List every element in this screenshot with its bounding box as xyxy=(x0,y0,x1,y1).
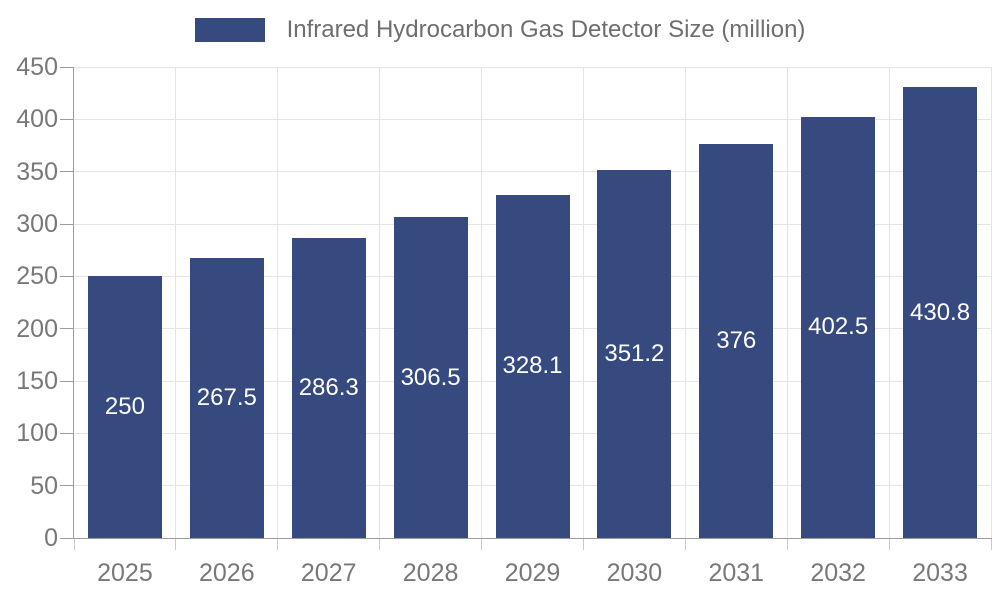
x-axis-tick xyxy=(277,538,279,550)
x-axis-label: 2031 xyxy=(708,559,765,587)
x-axis-tick xyxy=(888,538,890,550)
y-axis-label: 50 xyxy=(30,471,58,500)
y-axis-label: 100 xyxy=(16,419,58,448)
bar-value-label: 267.5 xyxy=(196,384,257,411)
bar-2031[interactable]: 376 xyxy=(699,144,774,538)
x-axis-line xyxy=(74,538,992,539)
gridline-vertical xyxy=(481,67,483,538)
y-axis-line xyxy=(73,67,74,538)
x-axis-tick xyxy=(786,538,788,550)
legend: Infrared Hydrocarbon Gas Detector Size (… xyxy=(0,16,1000,44)
legend-item[interactable]: Infrared Hydrocarbon Gas Detector Size (… xyxy=(194,16,806,44)
x-axis-label: 2032 xyxy=(810,559,866,587)
x-axis-tick xyxy=(73,538,75,550)
y-axis-label: 350 xyxy=(16,157,58,186)
x-axis-tick xyxy=(684,538,686,550)
x-axis-tick xyxy=(582,538,584,550)
gridline-vertical xyxy=(684,67,686,538)
y-axis-label: 200 xyxy=(16,314,58,343)
y-axis-tick xyxy=(60,328,74,330)
x-axis-label: 2027 xyxy=(300,559,357,587)
bar-value-label: 286.3 xyxy=(298,374,359,402)
bar-2029[interactable]: 328.1 xyxy=(495,194,570,538)
legend-label: Infrared Hydrocarbon Gas Detector Size (… xyxy=(286,16,806,43)
y-axis-tick xyxy=(60,432,74,434)
y-axis-tick xyxy=(60,118,74,120)
gridline-vertical xyxy=(175,67,177,538)
x-axis-tick xyxy=(379,538,381,550)
gridline-vertical xyxy=(786,67,788,538)
gridline-vertical xyxy=(582,67,584,538)
x-axis-label: 2026 xyxy=(199,559,255,587)
bar-value-label: 402.5 xyxy=(808,313,869,341)
bar-2033[interactable]: 430.8 xyxy=(903,87,978,538)
y-axis-tick xyxy=(60,171,74,173)
x-axis-tick xyxy=(175,538,177,550)
bar-2028[interactable]: 306.5 xyxy=(393,217,468,538)
bar-2032[interactable]: 402.5 xyxy=(801,116,876,538)
gridline-vertical xyxy=(888,67,890,538)
gridline-vertical xyxy=(277,67,279,538)
y-axis-label: 450 xyxy=(16,53,58,81)
bar-value-label: 376 xyxy=(716,327,757,355)
y-axis-tick xyxy=(60,223,74,225)
bar-value-label: 306.5 xyxy=(400,363,461,391)
x-axis-label: 2030 xyxy=(606,559,663,587)
x-axis-label: 2025 xyxy=(97,559,153,587)
bar-2027[interactable]: 286.3 xyxy=(291,238,366,538)
x-axis-label: 2029 xyxy=(504,559,561,587)
bar-value-label: 430.8 xyxy=(910,298,971,326)
y-axis-tick xyxy=(60,485,74,487)
y-axis-tick xyxy=(60,66,74,68)
y-axis-label: 0 xyxy=(44,524,58,552)
legend-swatch xyxy=(194,18,265,42)
y-axis-tick xyxy=(60,537,74,539)
x-axis-label: 2028 xyxy=(402,559,459,587)
gridline-horizontal xyxy=(74,66,991,68)
x-axis-tick xyxy=(990,538,992,550)
y-axis-tick xyxy=(60,380,74,382)
x-axis-tick xyxy=(481,538,483,550)
gridline-horizontal xyxy=(74,171,991,173)
y-axis-tick xyxy=(60,275,74,277)
y-axis-label: 300 xyxy=(16,210,58,238)
gridline-vertical xyxy=(990,67,992,538)
bar-value-label: 250 xyxy=(104,393,145,421)
bar-value-label: 328.1 xyxy=(502,352,563,380)
gridline-horizontal xyxy=(74,118,991,120)
y-axis-label: 150 xyxy=(16,367,58,395)
y-axis-label: 400 xyxy=(16,105,58,134)
bar-2026[interactable]: 267.5 xyxy=(189,258,264,538)
bar-2030[interactable]: 351.2 xyxy=(597,170,672,538)
gridline-vertical xyxy=(379,67,381,538)
bar-2025[interactable]: 250 xyxy=(87,276,162,538)
x-axis-label: 2033 xyxy=(912,559,968,587)
y-axis-label: 250 xyxy=(16,262,58,291)
bar-value-label: 351.2 xyxy=(604,340,665,368)
